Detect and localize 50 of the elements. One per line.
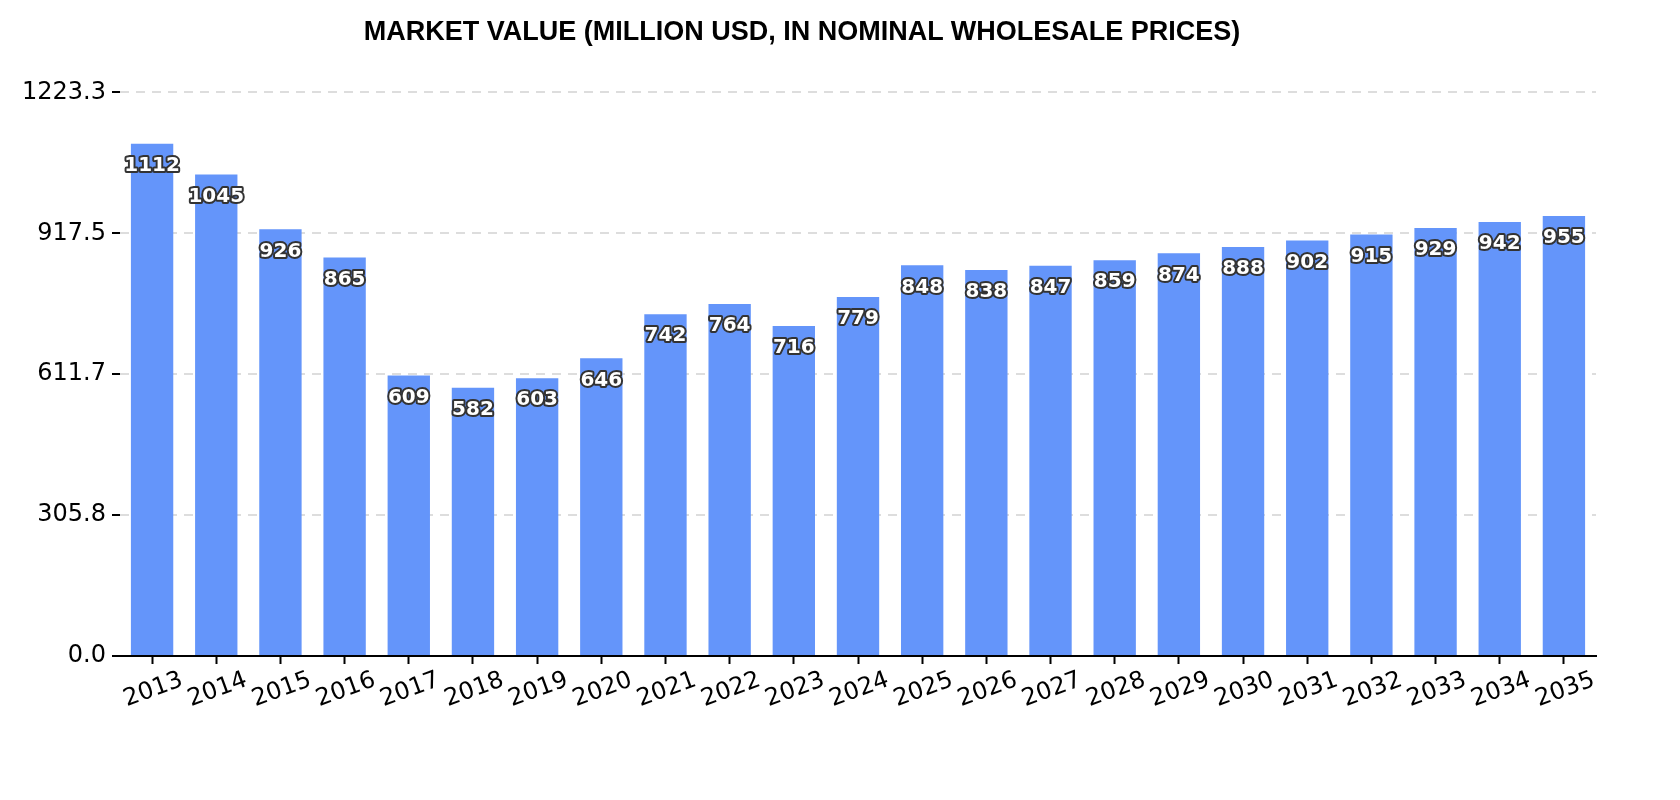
data-label: 902 (1286, 248, 1329, 273)
data-label: 888 (1222, 255, 1264, 280)
x-tick-label: 2035 (1531, 664, 1599, 712)
data-label: 955 (1543, 224, 1585, 249)
data-label: 929 (1414, 236, 1457, 261)
bar (1221, 246, 1265, 655)
bar (580, 358, 623, 655)
bar (1414, 227, 1457, 655)
bar (515, 378, 559, 655)
data-label: 942 (1478, 230, 1521, 255)
bar (1542, 216, 1586, 655)
data-label: 609 (387, 383, 430, 408)
bar (965, 269, 1008, 655)
data-label: 646 (580, 366, 623, 391)
bar (259, 229, 302, 655)
bar (451, 387, 495, 655)
y-tick-label: 305.8 (37, 499, 106, 528)
bar (901, 265, 944, 655)
data-label: 865 (323, 265, 366, 290)
chart-title: MARKET VALUE (MILLION USD, IN NOMINAL WHOLESALE PRICES) (363, 15, 1241, 46)
bar (1093, 260, 1136, 655)
data-label: 764 (708, 312, 751, 337)
data-label: 915 (1350, 242, 1393, 267)
y-tick-label: 917.5 (37, 217, 106, 246)
y-tick-label: 0.0 (67, 640, 106, 669)
bar (836, 297, 880, 655)
bar (1478, 222, 1521, 655)
bar (1350, 234, 1393, 655)
x-tick-label: 2017 (376, 664, 443, 712)
data-label: 779 (837, 305, 879, 330)
data-label: 847 (1029, 273, 1072, 298)
data-label: 582 (452, 396, 494, 421)
y-tick-label: 611.7 (37, 358, 106, 387)
data-label: 838 (965, 278, 1008, 303)
data-label: 716 (772, 334, 815, 359)
bar (1157, 253, 1201, 655)
data-label: 874 (1157, 261, 1200, 286)
data-label: 603 (516, 386, 559, 411)
y-tick-label: 1223.3 (22, 76, 106, 105)
bar (772, 326, 815, 655)
bar (1286, 240, 1329, 655)
data-label: 848 (901, 273, 944, 298)
bar (387, 375, 430, 655)
bar (644, 314, 687, 655)
data-label: 926 (259, 237, 302, 262)
bar (1029, 265, 1072, 655)
data-label: 859 (1093, 268, 1136, 293)
data-label: 742 (644, 322, 687, 347)
bar (323, 257, 366, 655)
bar (708, 304, 751, 655)
